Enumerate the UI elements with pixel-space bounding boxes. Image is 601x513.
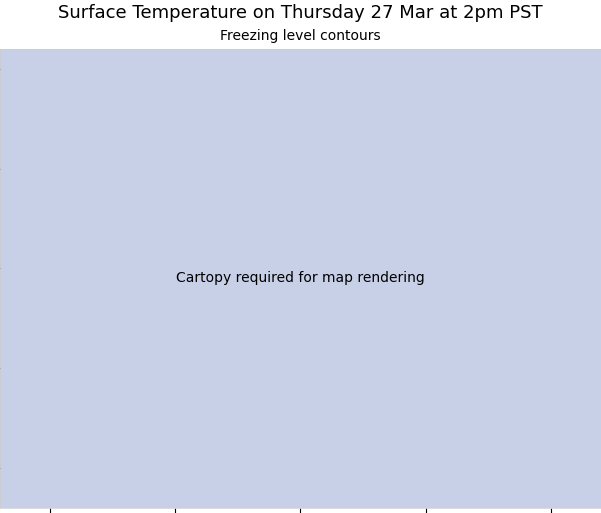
Text: Freezing level contours: Freezing level contours [220,29,381,43]
Text: Surface Temperature on Thursday 27 Mar at 2pm PST: Surface Temperature on Thursday 27 Mar a… [58,4,543,22]
Text: Cartopy required for map rendering: Cartopy required for map rendering [176,271,425,285]
